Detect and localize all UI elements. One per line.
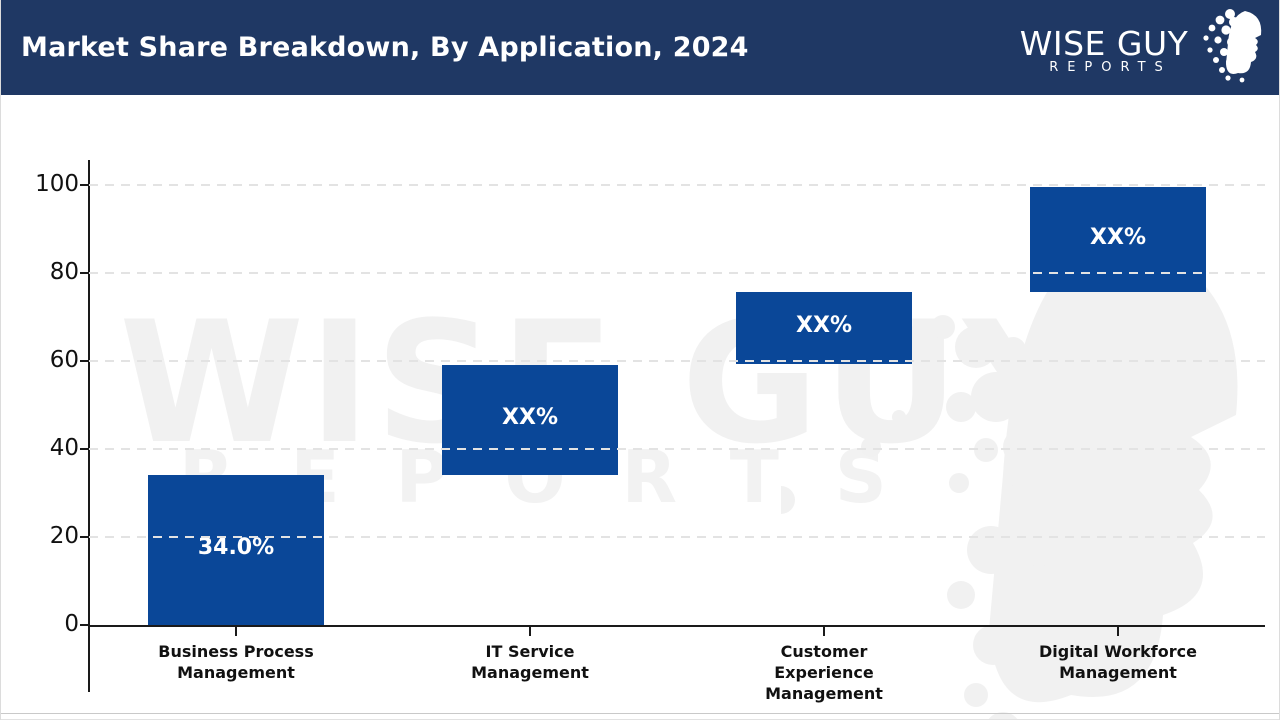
logo-wordmark: WISE GUY bbox=[1019, 24, 1189, 63]
y-tick-label-80: 80 bbox=[49, 259, 79, 285]
x-tick-mark-3 bbox=[823, 627, 825, 636]
y-tick-mark-80 bbox=[80, 272, 89, 274]
gridline-20 bbox=[89, 536, 1265, 538]
gridline-100 bbox=[89, 184, 1265, 186]
bar-2: XX% bbox=[442, 365, 618, 476]
y-tick-label-60: 60 bbox=[49, 347, 79, 373]
x-category-label-4: Digital Workforce Management bbox=[1039, 642, 1197, 682]
gridline-80 bbox=[89, 272, 1265, 274]
bar-value-label: XX% bbox=[796, 312, 852, 338]
x-category-label-1: Business Process Management bbox=[158, 642, 314, 682]
gridline-60 bbox=[89, 360, 1265, 362]
x-axis-line bbox=[88, 625, 1265, 627]
y-axis-line bbox=[88, 160, 90, 692]
x-tick-mark-1 bbox=[235, 627, 237, 636]
x-category-label-2: IT Service Management bbox=[471, 642, 589, 682]
bar-value-label: XX% bbox=[502, 405, 558, 431]
bar-3: XX% bbox=[736, 291, 912, 365]
y-tick-mark-0 bbox=[80, 624, 89, 626]
bar-value-label: 34.0% bbox=[197, 535, 275, 561]
x-tick-mark-2 bbox=[529, 627, 531, 636]
y-tick-mark-100 bbox=[80, 184, 89, 186]
bar-value-label: XX% bbox=[1090, 224, 1146, 250]
bottom-divider bbox=[1, 713, 1279, 714]
logo-face-icon bbox=[1203, 9, 1262, 83]
chart-area: WISE GUY REPORTS 0 20 40 60 80 100 34.0% XX% XX%… bbox=[1, 95, 1279, 720]
x-tick-mark-4 bbox=[1117, 627, 1119, 636]
x-category-label-3: Customer Experience Management bbox=[765, 642, 883, 703]
bar-4: XX% bbox=[1030, 187, 1206, 292]
gridline-40 bbox=[89, 448, 1265, 450]
wiseguy-logo: WISE GUY REPORTS bbox=[1015, 0, 1265, 95]
y-tick-mark-20 bbox=[80, 536, 89, 538]
y-tick-mark-60 bbox=[80, 360, 89, 362]
y-tick-label-0: 0 bbox=[64, 611, 79, 637]
y-tick-label-40: 40 bbox=[49, 435, 79, 461]
logo-subtext: REPORTS bbox=[1049, 60, 1172, 75]
y-tick-label-100: 100 bbox=[35, 171, 79, 197]
header-bar: Market Share Breakdown, By Application, … bbox=[1, 0, 1279, 95]
y-tick-label-20: 20 bbox=[49, 523, 79, 549]
page-title: Market Share Breakdown, By Application, … bbox=[21, 32, 749, 63]
y-tick-mark-40 bbox=[80, 448, 89, 450]
bar-1: 34.0% bbox=[148, 475, 324, 625]
